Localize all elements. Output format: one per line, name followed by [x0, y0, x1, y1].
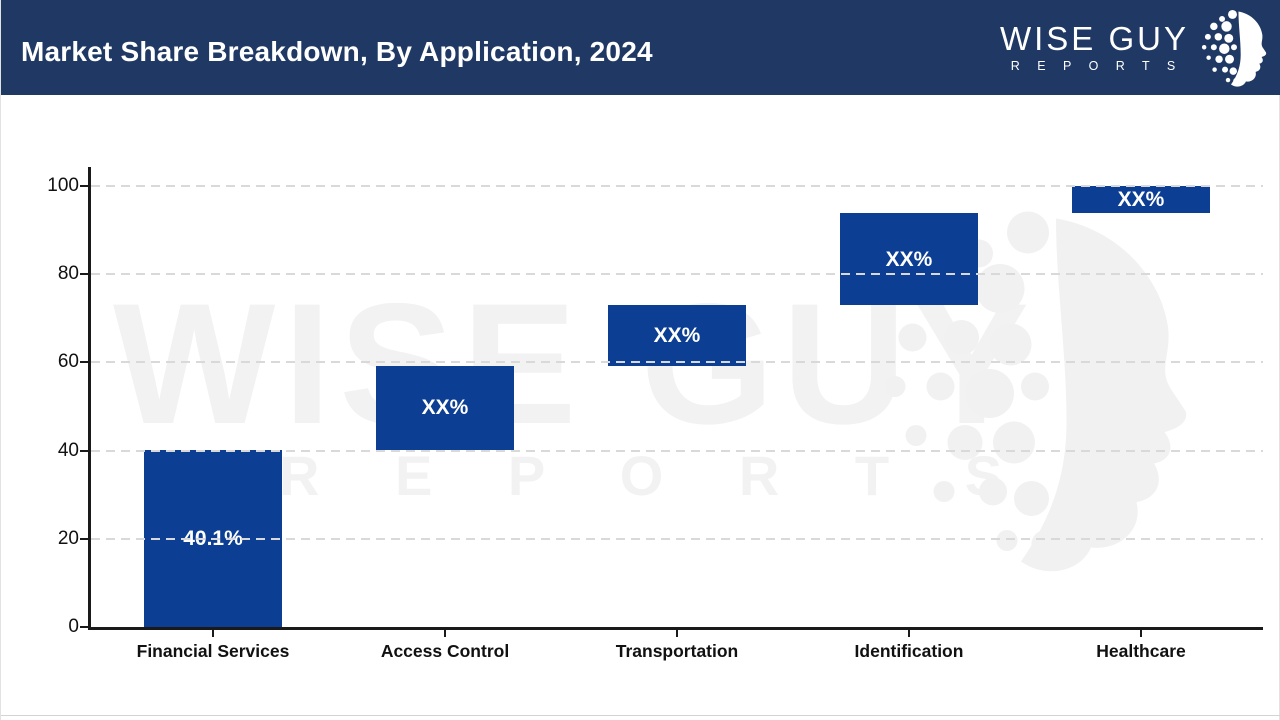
bar-value-label: XX% — [1117, 188, 1165, 212]
x-axis-spine — [88, 627, 1263, 630]
y-tick-20 — [80, 537, 88, 540]
y-tick-100 — [80, 185, 88, 187]
logo-wordmark: WISE GUY — [999, 20, 1189, 58]
y-tick-label-20: 20 — [57, 527, 79, 549]
bar-value-label: XX% — [653, 323, 701, 347]
dotted-face-profile-icon — [1201, 9, 1267, 87]
logo-subtext: R E P O R T S — [1010, 59, 1183, 74]
bar-identification[interactable]: XX% — [840, 213, 978, 306]
brand-logo: WISE GUY R E P O R T S — [1000, 7, 1271, 89]
x-tick-transportation — [676, 629, 678, 637]
gridline-100 — [91, 185, 1263, 187]
y-tick-0 — [80, 626, 88, 628]
gridline-60 — [91, 361, 1263, 364]
y-tick-80 — [80, 273, 88, 276]
header-band: Market Share Breakdown, By Application, … — [1, 0, 1280, 95]
x-axis-label-healthcare: Healthcare — [1096, 641, 1186, 661]
x-tick-identification — [908, 629, 910, 637]
y-axis-spine — [88, 167, 91, 629]
gridline-40 — [91, 449, 1263, 452]
x-axis-label-financial-services: Financial Services — [136, 641, 290, 661]
y-tick-60 — [80, 361, 88, 364]
y-tick-label-100: 100 — [47, 175, 79, 196]
gridline-80 — [91, 273, 1263, 276]
x-tick-healthcare — [1140, 629, 1142, 637]
gridline-20 — [91, 537, 1263, 540]
y-tick-label-40: 40 — [57, 439, 79, 461]
bar-value-label: XX% — [885, 247, 933, 271]
x-tick-financial-services — [212, 629, 214, 637]
bar-healthcare[interactable]: XX% — [1072, 186, 1210, 214]
x-axis-label-identification: Identification — [854, 641, 964, 661]
bar-access-control[interactable]: XX% — [376, 365, 514, 451]
x-tick-access-control — [444, 629, 446, 637]
y-tick-40 — [80, 449, 88, 452]
page-title: Market Share Breakdown, By Application, … — [21, 35, 653, 67]
y-tick-label-0: 0 — [68, 616, 79, 637]
bar-transportation[interactable]: XX% — [608, 305, 746, 366]
watermark-subtext: R E P O R T S — [279, 444, 1033, 507]
x-axis-label-access-control: Access Control — [380, 641, 510, 661]
y-tick-label-80: 80 — [57, 263, 79, 285]
bar-value-label: XX% — [421, 396, 469, 420]
chart-region: WISE GUY R E P O R T S 40.1% XX% XX% XX% XX%… — [1, 95, 1280, 720]
brand-logo-text: WISE GUY R E P O R T S — [1000, 22, 1189, 73]
plot-area: 40.1% XX% XX% XX% XX% — [91, 185, 1263, 627]
bottom-divider — [1, 715, 1280, 716]
y-tick-label-60: 60 — [57, 351, 79, 373]
x-axis-label-transportation: Transportation — [615, 641, 739, 661]
